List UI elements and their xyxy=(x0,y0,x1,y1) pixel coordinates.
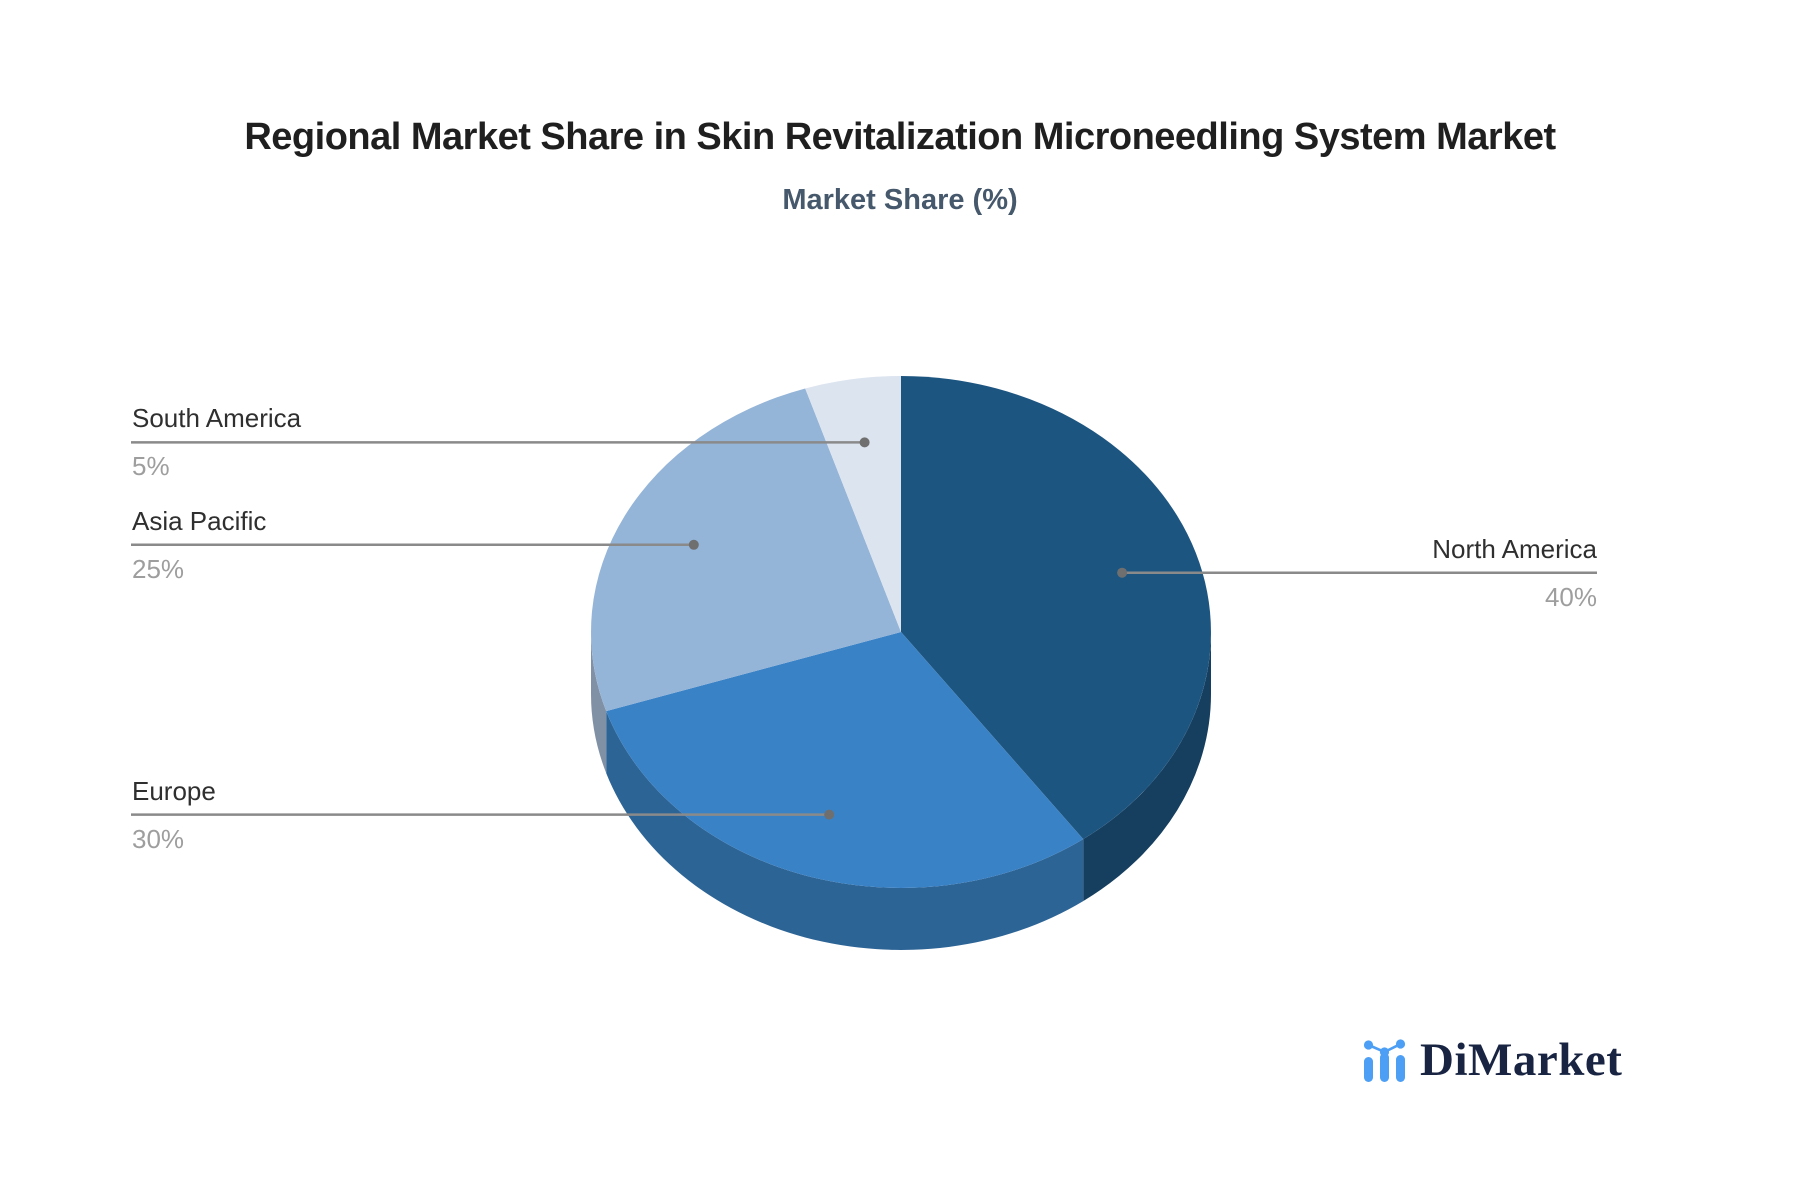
pie-slice-side-asia-pacific xyxy=(591,632,607,774)
pie-slices xyxy=(591,375,1211,888)
leader-dot xyxy=(824,809,835,820)
pie-3d-sides xyxy=(591,632,1211,950)
chart-title: Regional Market Share in Skin Revitaliza… xyxy=(244,116,1556,158)
leader-dot xyxy=(859,437,870,448)
leader-dot xyxy=(688,539,699,550)
pie-slice-europe[interactable] xyxy=(606,632,1084,888)
pie-slice-north-america[interactable] xyxy=(901,376,1211,840)
leader-dot xyxy=(1117,567,1128,578)
leader-lines xyxy=(131,437,1597,820)
pie-slice-south-america[interactable] xyxy=(805,375,901,632)
pie-slice-side-europe xyxy=(606,711,1084,950)
brand-logo-text: DiMarket xyxy=(1420,1034,1623,1086)
pie-slice-side-north-america xyxy=(1083,632,1211,902)
bar-line-chart-icon xyxy=(1363,1039,1406,1082)
chart-subtitle: Market Share (%) xyxy=(782,184,1018,216)
brand-logo: DiMarket xyxy=(1363,1034,1623,1086)
pie-slice-asia-pacific[interactable] xyxy=(591,388,901,712)
